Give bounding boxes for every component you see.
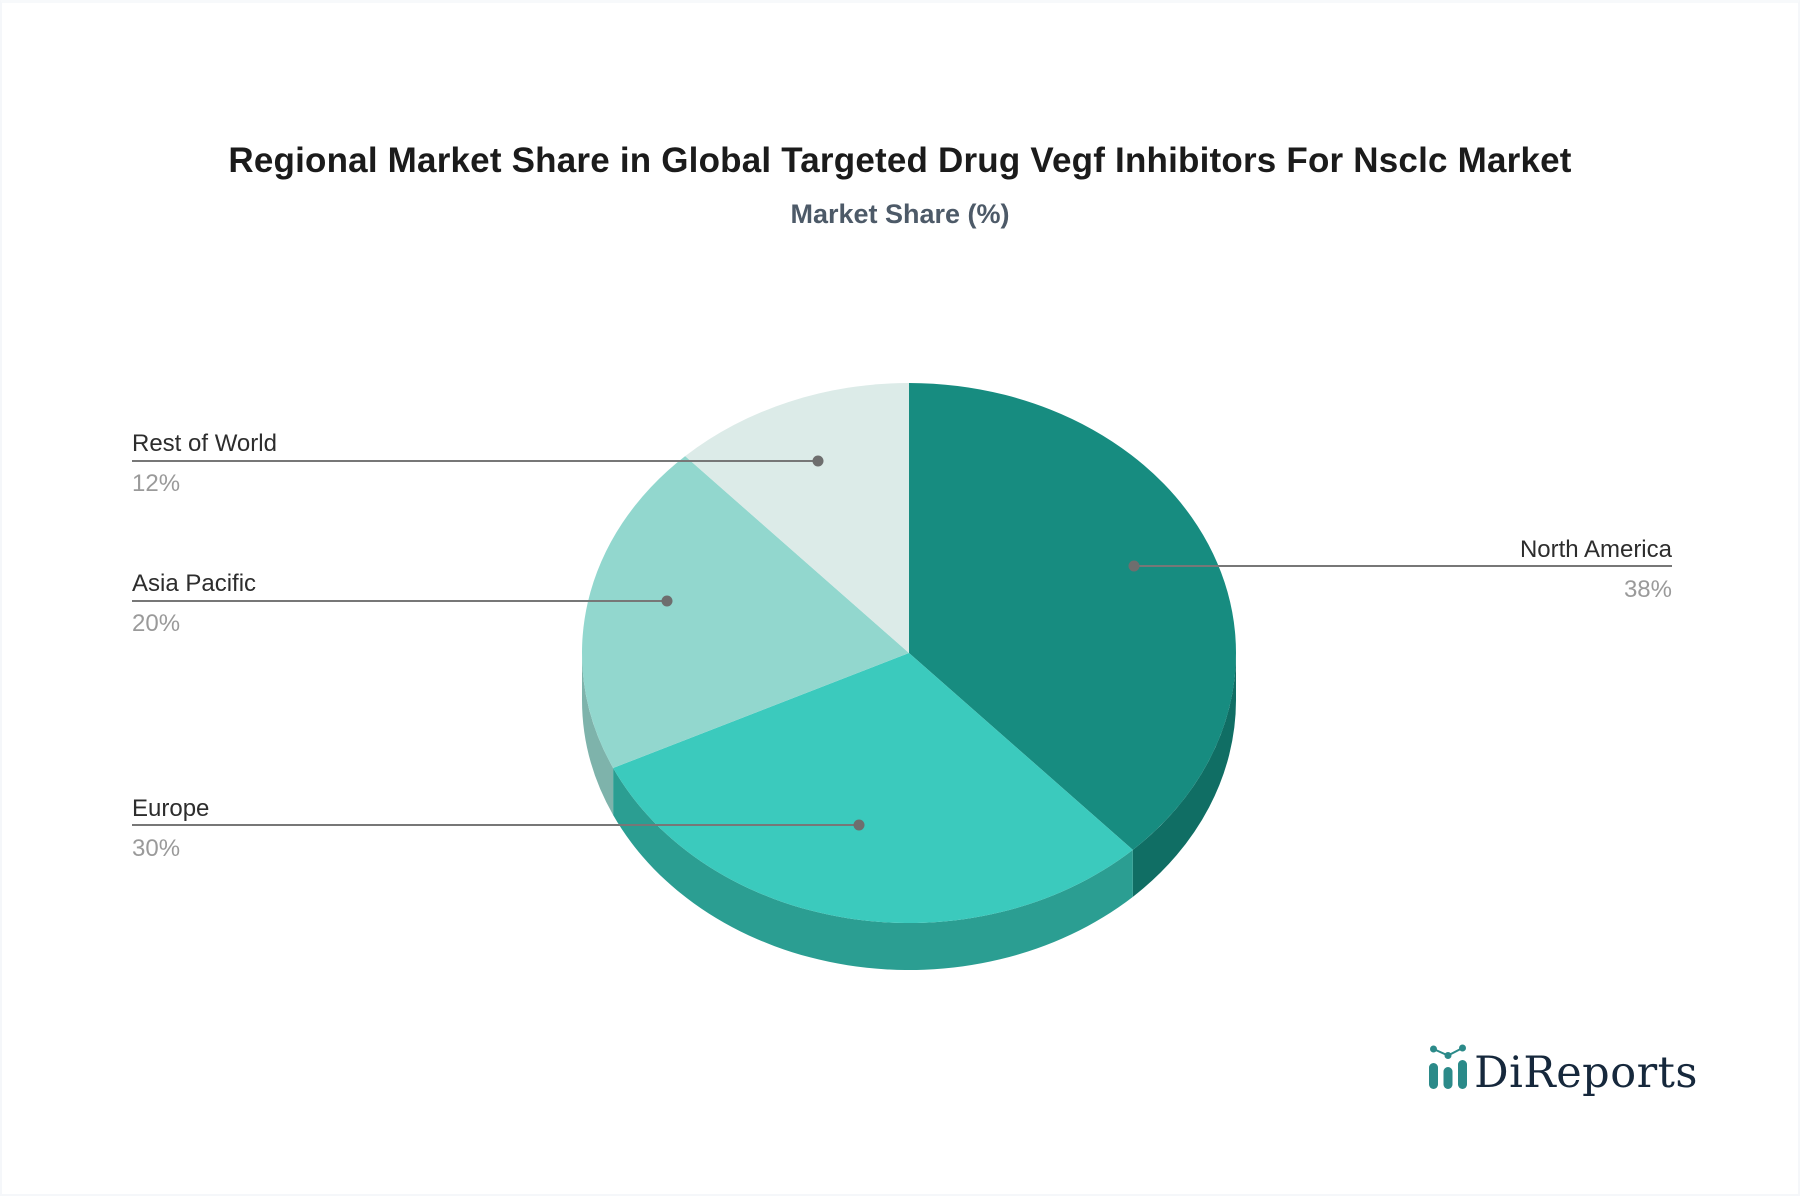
pie-slice-north-america <box>909 383 1236 850</box>
callout-label-rest-of-world: Rest of World <box>132 430 277 457</box>
pie-slice-side-north-america <box>1132 653 1236 897</box>
callout-label-asia-pacific: Asia Pacific <box>132 570 256 597</box>
callout-pct-rest-of-world: 12% <box>132 470 180 497</box>
callout-dot-rest-of-world <box>812 455 824 467</box>
callout-label-europe: Europe <box>132 795 209 822</box>
direports-logo: DiReports <box>1427 1043 1698 1099</box>
pie-slice-side-europe <box>613 767 1133 971</box>
callout-pct-europe: 30% <box>132 835 180 862</box>
logo-bar <box>1429 1063 1439 1089</box>
direports-logo-text: DiReports <box>1474 1048 1698 1099</box>
pie-slice-europe <box>613 653 1133 924</box>
logo-trend-dot <box>1444 1052 1452 1059</box>
logo-bar <box>1458 1060 1468 1089</box>
logo-trend-dot <box>1430 1045 1438 1053</box>
callout-texts: North America 38% Europe 30% Asia Pacifi… <box>132 430 1673 862</box>
pie-layers <box>132 383 1672 971</box>
logo-bar <box>1443 1067 1453 1089</box>
chart-title: Regional Market Share in Global Targeted… <box>228 141 1572 180</box>
callout-pct-asia-pacific: 20% <box>132 610 180 637</box>
logo-trend-dot <box>1459 1044 1467 1052</box>
pie-slice-rest-of-world <box>685 383 909 653</box>
pie-slice-asia-pacific <box>582 456 909 768</box>
callout-label-north-america: North America <box>1520 536 1673 563</box>
chart-subtitle: Market Share (%) <box>790 199 1010 229</box>
callout-pct-north-america: 38% <box>1624 576 1672 603</box>
callout-dot-europe <box>853 819 865 831</box>
pie-slice-side-asia-pacific <box>582 653 614 815</box>
pie-chart: North America 38% Europe 30% Asia Pacifi… <box>132 383 1673 971</box>
callout-dot-north-america <box>1128 560 1140 572</box>
callout-dot-asia-pacific <box>661 595 673 607</box>
direports-logo-icon <box>1429 1044 1468 1089</box>
